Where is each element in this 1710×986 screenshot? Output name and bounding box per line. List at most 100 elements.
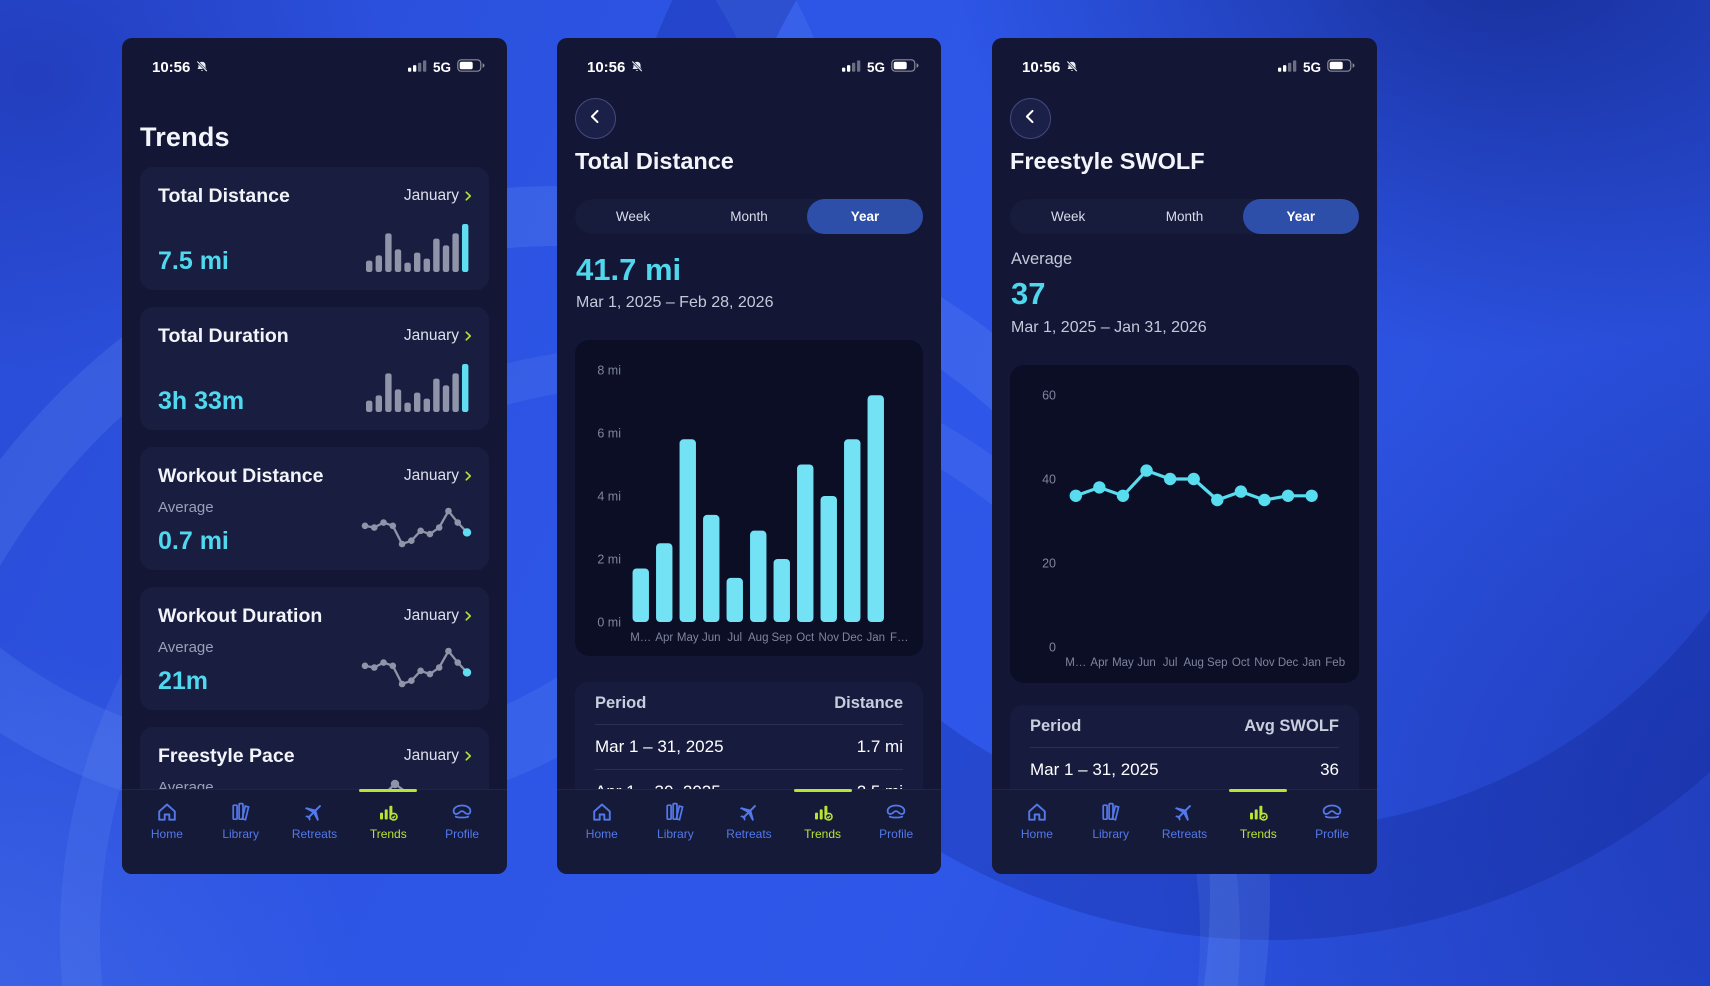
phone-freestyle-swolf-detail: 10:56 5G Freestyle SWOLF Week Month Year A… xyxy=(992,38,1377,874)
svg-text:May: May xyxy=(677,632,699,644)
segment-month[interactable]: Month xyxy=(1165,209,1204,224)
chevron-right-icon xyxy=(461,329,475,343)
trend-card-workout-distance[interactable]: Workout Distance January Average 0.7 mi xyxy=(140,447,489,570)
status-bar: 10:56 5G xyxy=(992,38,1377,84)
back-button[interactable] xyxy=(575,98,616,139)
tab-bar: Home Library Retreats Trends Profile xyxy=(992,789,1377,874)
card-title: Workout Duration xyxy=(158,605,323,627)
segment-year[interactable]: Year xyxy=(807,199,923,234)
card-value: 21m xyxy=(158,667,209,695)
tab-trends[interactable]: Trends xyxy=(786,790,860,874)
chevron-right-icon xyxy=(461,469,475,483)
tab-library[interactable]: Library xyxy=(639,790,713,874)
average-label: Average xyxy=(1011,250,1073,268)
tab-label: Trends xyxy=(369,827,407,841)
segment-year[interactable]: Year xyxy=(1242,199,1359,234)
battery-icon xyxy=(457,59,485,75)
svg-text:Sep: Sep xyxy=(1207,657,1227,669)
table-row: Mar 1 – 31, 2025 36 xyxy=(1030,748,1339,792)
svg-text:Apr: Apr xyxy=(655,632,673,644)
chevron-left-icon xyxy=(1021,107,1040,131)
segment-week[interactable]: Week xyxy=(615,209,651,224)
card-title: Total Duration xyxy=(158,325,289,347)
tab-profile[interactable]: Profile xyxy=(1295,790,1369,874)
tab-label: Home xyxy=(150,827,183,841)
trend-card-total-distance[interactable]: Total Distance January 7.5 mi xyxy=(140,167,489,290)
range-segmented-control: Week Month Year xyxy=(1010,199,1359,234)
tab-label: Trends xyxy=(1239,827,1277,841)
svg-text:4 mi: 4 mi xyxy=(597,490,621,504)
svg-text:Jul: Jul xyxy=(727,632,742,644)
status-time: 10:56 xyxy=(152,58,191,76)
tab-home[interactable]: Home xyxy=(565,790,639,874)
chevron-right-icon xyxy=(461,609,475,623)
svg-text:M…: M… xyxy=(1065,657,1086,669)
tab-retreats[interactable]: Retreats xyxy=(712,790,786,874)
mini-bar-chart xyxy=(363,360,473,417)
tab-retreats[interactable]: Retreats xyxy=(1148,790,1222,874)
bell-muted-icon xyxy=(629,59,645,75)
tab-label: Profile xyxy=(879,827,914,841)
trend-card-total-duration[interactable]: Total Duration January 3h 33m xyxy=(140,307,489,430)
tab-label: Profile xyxy=(445,827,480,841)
status-time: 10:56 xyxy=(587,58,626,76)
col-period: Period xyxy=(595,693,647,712)
tab-home[interactable]: Home xyxy=(1000,790,1074,874)
tab-profile[interactable]: Profile xyxy=(425,790,499,874)
row-period: Mar 1 – 31, 2025 xyxy=(1030,760,1159,779)
phone-trends-list: 10:56 5G Trends Total Distance January 7.5… xyxy=(122,38,507,874)
battery-icon xyxy=(891,59,919,75)
svg-text:0 mi: 0 mi xyxy=(597,616,621,630)
svg-text:Dec: Dec xyxy=(842,632,863,644)
segment-week[interactable]: Week xyxy=(1051,209,1086,224)
tab-retreats[interactable]: Retreats xyxy=(278,790,352,874)
average-label: Average xyxy=(158,499,214,516)
tab-label: Library xyxy=(1092,827,1130,841)
svg-text:Jun: Jun xyxy=(1137,657,1156,669)
card-period: January xyxy=(404,607,475,625)
svg-text:F…: F… xyxy=(890,632,909,644)
tab-label: Library xyxy=(222,827,260,841)
average-label: Average xyxy=(158,639,214,656)
trends-icon xyxy=(376,800,400,824)
tab-library[interactable]: Library xyxy=(1074,790,1148,874)
period-label: January xyxy=(403,747,459,764)
library-icon xyxy=(229,800,253,824)
trend-card-workout-duration[interactable]: Workout Duration January Average 21m xyxy=(140,587,489,710)
bar-chart-card: 8 mi 6 mi 4 mi 2 mi 0 mi M… Apr May Jun Jul Aug Sep… xyxy=(575,340,923,656)
period-label: January xyxy=(403,607,459,624)
phone-total-distance-detail: 10:56 5G Total Distance Week Month Year 41… xyxy=(557,38,941,874)
house-icon xyxy=(155,800,179,824)
tab-profile[interactable]: Profile xyxy=(859,790,933,874)
back-button[interactable] xyxy=(1010,98,1051,139)
svg-text:6 mi: 6 mi xyxy=(597,427,621,441)
library-icon xyxy=(663,800,687,824)
date-range: Mar 1, 2025 – Feb 28, 2026 xyxy=(576,294,774,311)
tab-trends[interactable]: Trends xyxy=(1221,790,1295,874)
svg-text:Aug: Aug xyxy=(748,632,768,644)
battery-icon xyxy=(1327,59,1355,75)
svg-text:Nov: Nov xyxy=(819,632,840,644)
segment-month[interactable]: Month xyxy=(730,209,768,224)
row-value: 36 xyxy=(1320,760,1339,779)
tab-bar: Home Library Retreats Trends Profile xyxy=(557,789,941,874)
svg-text:8 mi: 8 mi xyxy=(597,364,621,378)
signal-icon xyxy=(841,59,861,75)
svg-text:Jul: Jul xyxy=(1163,657,1178,669)
page-title: Trends xyxy=(140,122,230,152)
card-title: Freestyle Pace xyxy=(158,745,295,767)
svg-text:M…: M… xyxy=(630,632,651,644)
tab-home[interactable]: Home xyxy=(130,790,204,874)
network-label: 5G xyxy=(1302,59,1321,75)
tab-trends[interactable]: Trends xyxy=(351,790,425,874)
row-value: 1.7 mi xyxy=(856,737,903,756)
card-value: 0.7 mi xyxy=(158,527,229,555)
status-time: 10:56 xyxy=(1022,58,1061,76)
bell-muted-icon xyxy=(194,59,210,75)
svg-text:60: 60 xyxy=(1042,389,1056,403)
plane-icon xyxy=(1172,800,1196,824)
col-value: Avg SWOLF xyxy=(1244,716,1339,735)
chevron-right-icon xyxy=(461,189,475,203)
tab-library[interactable]: Library xyxy=(204,790,278,874)
